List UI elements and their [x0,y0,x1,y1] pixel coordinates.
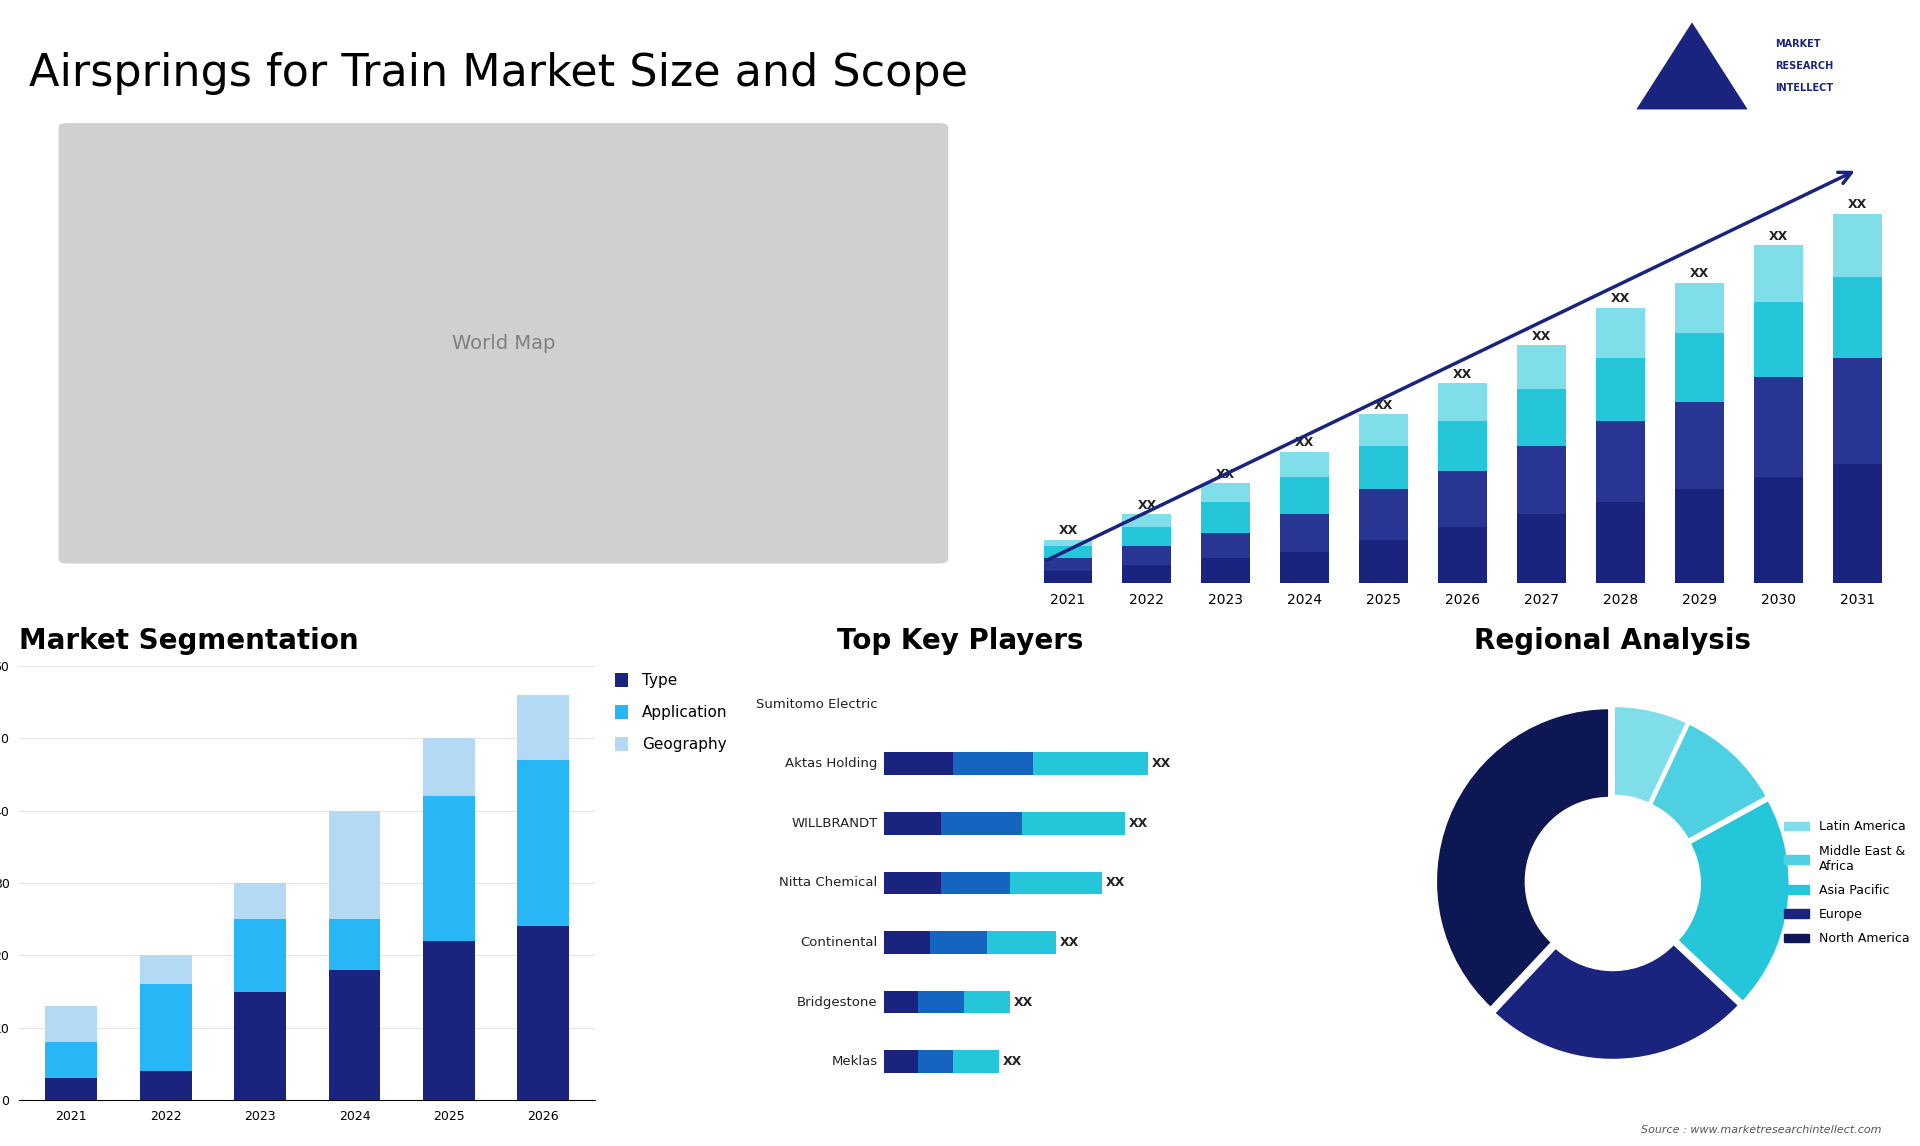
Polygon shape [1692,22,1747,109]
Bar [1755,245,1803,301]
Bar [1202,484,1250,502]
Bar [140,956,192,984]
Bar [328,919,380,970]
Bar [1359,540,1407,583]
Bar [1281,452,1329,477]
Bar [1202,558,1250,583]
Bar [1043,540,1092,545]
Bar [1596,358,1645,421]
Text: World Map: World Map [451,333,555,353]
Text: XX: XX [1532,330,1551,343]
Wedge shape [1651,723,1766,840]
Bar [46,1006,98,1042]
Bar [1123,527,1171,545]
Bar [1517,345,1567,390]
FancyBboxPatch shape [58,123,948,564]
Bar [516,694,568,760]
Bar [234,991,286,1100]
Text: XX: XX [1453,368,1473,380]
Bar [1674,402,1724,489]
Bar [1281,515,1329,552]
Circle shape [1528,800,1695,966]
Bar [1123,545,1171,565]
Bar [1202,533,1250,558]
Text: XX: XX [1137,499,1156,512]
Bar [1123,515,1171,527]
Text: XX: XX [1847,198,1866,212]
Bar [140,1072,192,1100]
Bar [1755,377,1803,477]
Wedge shape [1613,706,1688,804]
Bar [1281,477,1329,515]
Text: XX: XX [1375,399,1394,411]
Text: RESEARCH: RESEARCH [1776,61,1834,71]
Bar [1438,471,1488,527]
Bar [328,810,380,919]
Text: XX: XX [1768,229,1788,243]
Text: Source : www.marketresearchintellect.com: Source : www.marketresearchintellect.com [1642,1124,1882,1135]
Text: Market Segmentation: Market Segmentation [19,627,359,656]
Bar [1202,502,1250,533]
Bar [1043,545,1092,558]
Text: XX: XX [1296,437,1315,449]
Bar [1517,515,1567,583]
Text: INTELLECT: INTELLECT [1776,83,1834,93]
Bar [1359,415,1407,446]
Bar [1517,446,1567,515]
Bar [1596,421,1645,502]
Bar [328,970,380,1100]
Bar [1834,358,1882,464]
Bar [1596,502,1645,583]
Bar [1359,446,1407,489]
Bar [234,919,286,991]
Bar [140,984,192,1072]
Bar [422,738,474,796]
Text: MARKET: MARKET [1776,39,1820,49]
Text: XX: XX [1690,267,1709,281]
Text: XX: XX [1611,292,1630,305]
Title: Top Key Players: Top Key Players [837,627,1083,656]
Bar [516,926,568,1100]
Wedge shape [1676,800,1789,1003]
Bar [46,1042,98,1078]
Bar [1438,421,1488,471]
Bar [1123,565,1171,583]
Bar [46,1078,98,1100]
Bar [1674,489,1724,583]
Bar [1755,301,1803,377]
Bar [1359,489,1407,540]
Bar [1834,464,1882,583]
Bar [234,882,286,919]
Bar [422,941,474,1100]
Bar [422,796,474,941]
Bar [1281,552,1329,583]
Bar [1517,390,1567,446]
Bar [1755,477,1803,583]
Bar [516,760,568,926]
Bar [1438,383,1488,421]
Text: Airsprings for Train Market Size and Scope: Airsprings for Train Market Size and Sco… [29,52,968,95]
Bar [1043,558,1092,571]
Legend: Latin America, Middle East &
Africa, Asia Pacific, Europe, North America: Latin America, Middle East & Africa, Asi… [1784,821,1910,945]
Bar [1834,214,1882,276]
Text: XX: XX [1058,524,1077,537]
Wedge shape [1436,708,1609,1008]
Wedge shape [1494,943,1740,1060]
FancyBboxPatch shape [1622,11,1901,120]
Title: Regional Analysis: Regional Analysis [1475,627,1751,656]
Bar [1596,308,1645,358]
Bar [1043,571,1092,583]
Bar [1674,283,1724,333]
Bar [1674,333,1724,402]
Bar [1438,527,1488,583]
Text: XX: XX [1215,468,1235,480]
Bar [1834,276,1882,358]
Legend: Type, Application, Geography: Type, Application, Geography [614,674,728,752]
Polygon shape [1636,22,1747,109]
